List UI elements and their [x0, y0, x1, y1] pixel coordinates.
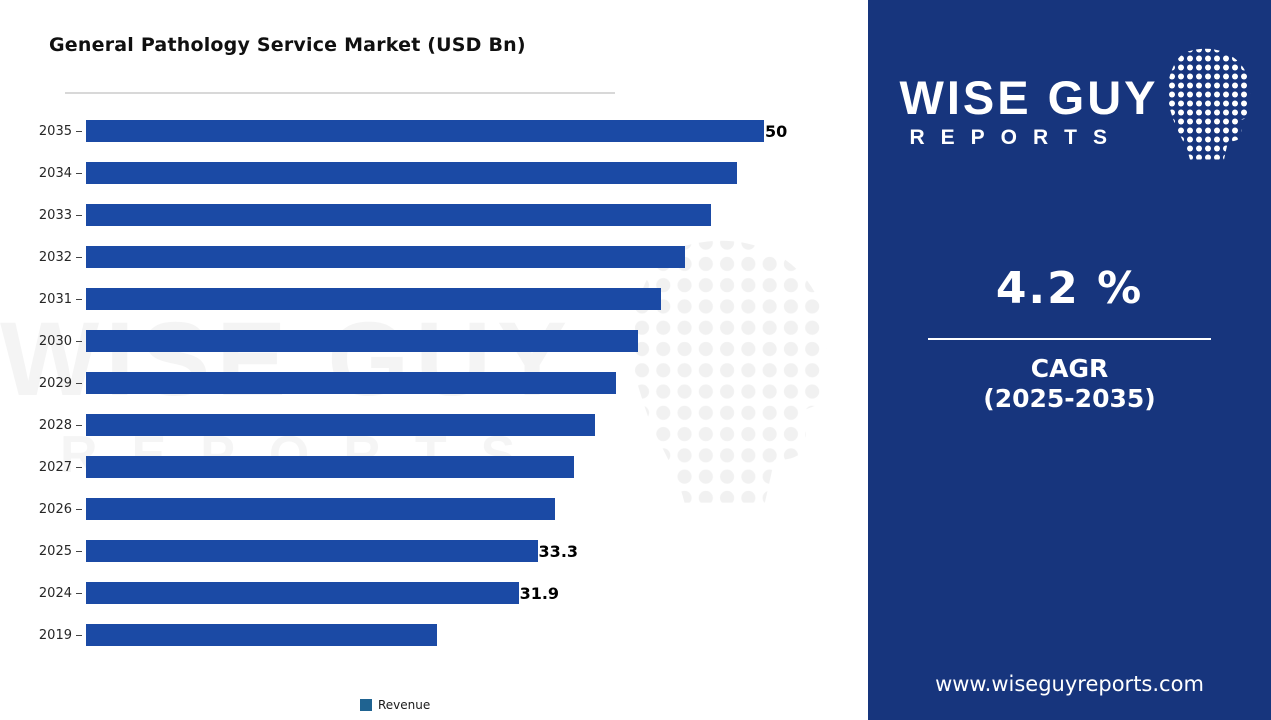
bar-revenue-2035 — [86, 120, 764, 142]
cagr-label: CAGR (2025-2035) — [983, 354, 1155, 414]
bar-revenue-2019 — [86, 624, 438, 646]
bar-value-label: 31.9 — [519, 583, 560, 603]
bar-row-2032: 2032 — [12, 236, 787, 278]
bar-revenue-2031 — [86, 288, 661, 310]
axis-tick — [76, 298, 82, 300]
bar-value-label: 33.3 — [538, 541, 579, 561]
axis-tick — [76, 340, 82, 342]
bar-row-2019: 2019 — [12, 614, 787, 656]
axis-tick — [76, 130, 82, 132]
chart-panel: WISE GUY REPORTS General Pathology Servi… — [0, 34, 827, 712]
bar-row-2034: 2034 — [12, 152, 787, 194]
y-tick-label: 2028 — [38, 417, 72, 433]
bar-row-2028: 2028 — [12, 404, 787, 446]
bar-revenue-2027 — [86, 456, 575, 478]
y-tick-label: 2031 — [38, 291, 72, 307]
axis-tick — [76, 466, 82, 468]
y-tick-label: 2035 — [38, 123, 72, 139]
bar-row-2030: 2030 — [12, 320, 787, 362]
axis-tick — [76, 256, 82, 258]
bar-value-label: 50 — [765, 121, 788, 141]
bar-row-2029: 2029 — [12, 362, 787, 404]
axis-tick — [76, 592, 82, 594]
bar-revenue-2024 — [86, 582, 519, 604]
y-tick-label: 2024 — [38, 585, 72, 601]
bar-row-2025: 2025 33.3 — [12, 530, 787, 572]
y-tick-label: 2032 — [38, 249, 72, 265]
logo-wordmark: WISE GUY — [899, 71, 1159, 124]
bar-revenue-2032 — [86, 246, 686, 268]
cagr-label-text: CAGR — [1030, 354, 1109, 383]
bar-row-2033: 2033 — [12, 194, 787, 236]
brand-logo: WISE GUY REPORTS — [899, 48, 1250, 168]
bar-revenue-2029 — [86, 372, 617, 394]
y-tick-label: 2030 — [38, 333, 72, 349]
bar-row-2031: 2031 — [12, 278, 787, 320]
axis-tick — [76, 214, 82, 216]
bar-revenue-2026 — [86, 498, 556, 520]
axis-tick — [76, 424, 82, 426]
axis-tick — [76, 172, 82, 174]
info-panel: WISE GUY REPORTS 4.2 % CAGR (2025-2035) … — [868, 0, 1271, 720]
y-tick-label: 2034 — [38, 165, 72, 181]
legend-label: Revenue — [378, 698, 431, 712]
axis-tick — [76, 382, 82, 384]
bar-row-2024: 2024 31.9 — [12, 572, 787, 614]
axis-tick — [76, 634, 82, 636]
y-tick-label: 2026 — [38, 501, 72, 517]
axis-tick — [76, 550, 82, 552]
logo-subtext: REPORTS — [909, 126, 1124, 149]
y-tick-label: 2033 — [38, 207, 72, 223]
bar-revenue-2028 — [86, 414, 595, 436]
title-divider — [65, 92, 615, 94]
bar-revenue-2030 — [86, 330, 638, 352]
y-tick-label: 2025 — [38, 543, 72, 559]
bar-chart: 2035 50 2034 2033 2032 2031 2030 2029 2028 2027 20… — [12, 110, 787, 656]
chart-title: General Pathology Service Market (USD Bn… — [49, 34, 526, 56]
y-tick-label: 2019 — [38, 627, 72, 643]
bar-row-2026: 2026 — [12, 488, 787, 530]
logo-head-icon — [1166, 48, 1250, 160]
legend-swatch-revenue — [360, 699, 372, 711]
y-tick-label: 2027 — [38, 459, 72, 475]
axis-tick — [76, 508, 82, 510]
website-url: www.wiseguyreports.com — [935, 672, 1204, 696]
legend: Revenue — [360, 698, 430, 712]
bar-revenue-2033 — [86, 204, 712, 226]
bar-row-2035: 2035 50 — [12, 110, 787, 152]
y-tick-label: 2029 — [38, 375, 72, 391]
cagr-value: 4.2 % — [995, 263, 1144, 314]
bar-row-2027: 2027 — [12, 446, 787, 488]
bar-revenue-2034 — [86, 162, 737, 184]
cagr-range: (2025-2035) — [983, 384, 1156, 413]
bar-revenue-2025 — [86, 540, 538, 562]
cagr-divider — [928, 338, 1211, 340]
